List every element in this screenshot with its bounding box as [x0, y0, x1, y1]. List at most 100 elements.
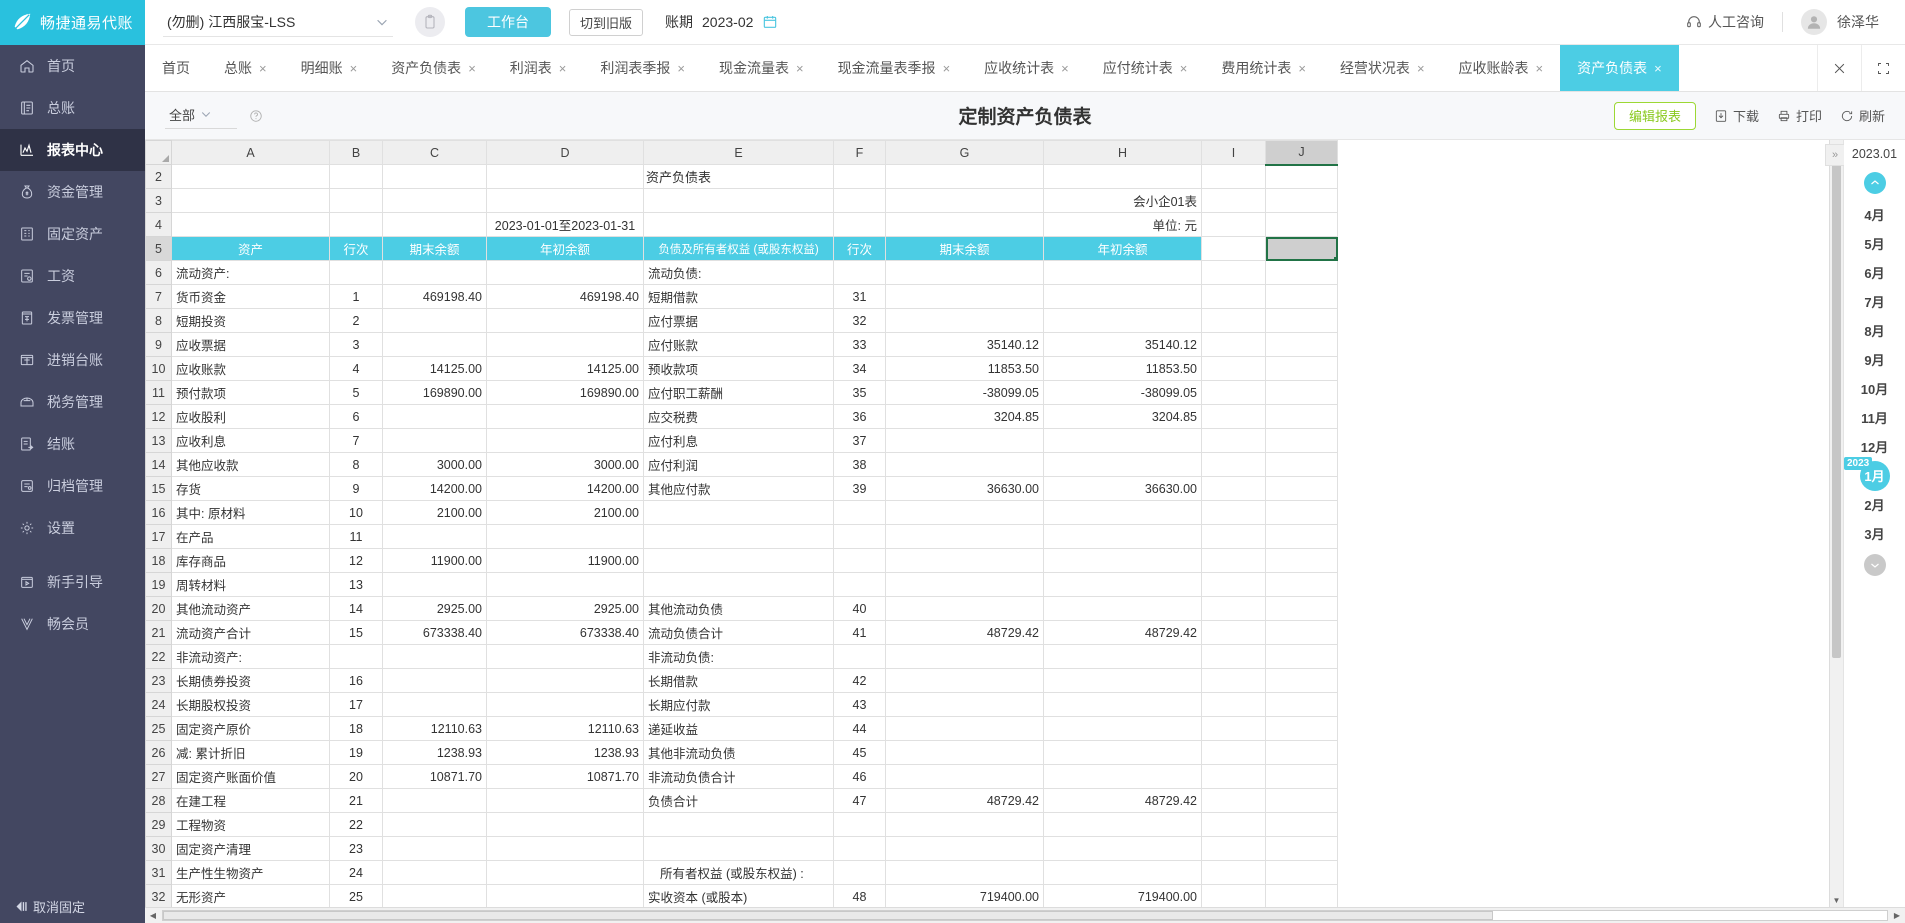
- cell-B11[interactable]: 5: [329, 380, 383, 405]
- cell-D20[interactable]: 2925.00: [486, 596, 644, 621]
- row-header[interactable]: 2: [145, 164, 172, 189]
- chevron-up-icon[interactable]: [1863, 172, 1886, 194]
- cell-G13[interactable]: [885, 428, 1044, 453]
- cell-I19[interactable]: [1201, 572, 1266, 597]
- cell-F2[interactable]: [833, 164, 886, 189]
- cell-H32[interactable]: 719400.00: [1043, 884, 1202, 907]
- cell-E22[interactable]: 非流动负债:: [643, 644, 834, 669]
- cell-C27[interactable]: 10871.70: [382, 764, 487, 789]
- cell-A24[interactable]: 长期股权投资: [171, 692, 330, 717]
- cell-H7[interactable]: [1043, 284, 1202, 309]
- cell-D13[interactable]: [486, 428, 644, 453]
- header-cell-assets[interactable]: 资产: [171, 236, 330, 261]
- cell-F31[interactable]: [833, 860, 886, 885]
- cell-E7[interactable]: 短期借款: [643, 284, 834, 309]
- cell-B22[interactable]: [329, 644, 383, 669]
- cell-B10[interactable]: 4: [329, 356, 383, 381]
- scroll-right-arrow-icon[interactable]: ▶: [1893, 911, 1901, 920]
- column-header-C[interactable]: C: [382, 140, 487, 165]
- cell-G20[interactable]: [885, 596, 1044, 621]
- fullscreen-button[interactable]: [1861, 45, 1905, 91]
- sidebar-item-beginner-guide[interactable]: 新手引导: [0, 561, 145, 603]
- cell-J22[interactable]: [1265, 644, 1338, 669]
- cell-F28[interactable]: 47: [833, 788, 886, 813]
- cell-E23[interactable]: 长期借款: [643, 668, 834, 693]
- cell-I30[interactable]: [1201, 836, 1266, 861]
- edit-report-button[interactable]: 编辑报表: [1613, 101, 1696, 130]
- cell-H15[interactable]: 36630.00: [1043, 476, 1202, 501]
- row-header[interactable]: 24: [145, 692, 172, 717]
- month-item-5[interactable]: 5月: [1844, 229, 1905, 258]
- cell-D6[interactable]: [486, 260, 644, 285]
- table-row[interactable]: 30 固定资产清理 23: [145, 836, 1338, 861]
- cell-C22[interactable]: [382, 644, 487, 669]
- cell-H31[interactable]: [1043, 860, 1202, 885]
- cell-E20[interactable]: 其他流动负债: [643, 596, 834, 621]
- cell-F13[interactable]: 37: [833, 428, 886, 453]
- cell-A26[interactable]: 减: 累计折旧: [171, 740, 330, 765]
- row-header[interactable]: 13: [145, 428, 172, 453]
- row-header[interactable]: 12: [145, 404, 172, 429]
- cell-C12[interactable]: [382, 404, 487, 429]
- row-header[interactable]: 9: [145, 332, 172, 357]
- cell-E31[interactable]: 所有者权益 (或股东权益) :: [643, 860, 834, 885]
- close-icon[interactable]: ×: [349, 60, 358, 76]
- cell-G16[interactable]: [885, 500, 1044, 525]
- row-header[interactable]: 4: [145, 212, 172, 237]
- cell-D10[interactable]: 14125.00: [486, 356, 644, 381]
- cell-D8[interactable]: [486, 308, 644, 333]
- table-row[interactable]: 18 库存商品 12 11900.00 11900.00: [145, 548, 1338, 573]
- cell-E30[interactable]: [643, 836, 834, 861]
- month-item-7[interactable]: 7月: [1844, 287, 1905, 316]
- row-header[interactable]: 30: [145, 836, 172, 861]
- cell-I29[interactable]: [1201, 812, 1266, 837]
- sidebar-item-tax-management[interactable]: 税务管理: [0, 381, 145, 423]
- cell-G19[interactable]: [885, 572, 1044, 597]
- cell-C10[interactable]: 14125.00: [382, 356, 487, 381]
- cell-E10[interactable]: 预收款项: [643, 356, 834, 381]
- cell-B23[interactable]: 16: [329, 668, 383, 693]
- cell-D27[interactable]: 10871.70: [486, 764, 644, 789]
- cell-A8[interactable]: 短期投资: [171, 308, 330, 333]
- cell-E12[interactable]: 应交税费: [643, 404, 834, 429]
- cell-B17[interactable]: 11: [329, 524, 383, 549]
- sidebar-item-archive-management[interactable]: 归档管理: [0, 465, 145, 507]
- table-row[interactable]: 16 其中: 原材料 10 2100.00 2100.00: [145, 500, 1338, 525]
- cell-A27[interactable]: 固定资产账面价值: [171, 764, 330, 789]
- cell-C13[interactable]: [382, 428, 487, 453]
- chevron-double-right-icon[interactable]: »: [1825, 144, 1844, 166]
- scrollbar-thumb[interactable]: [1832, 158, 1841, 658]
- cell-C16[interactable]: 2100.00: [382, 500, 487, 525]
- month-item-11[interactable]: 11月: [1844, 403, 1905, 432]
- row-header[interactable]: 17: [145, 524, 172, 549]
- cell-A22[interactable]: 非流动资产:: [171, 644, 330, 669]
- cell-A21[interactable]: 流动资产合计: [171, 620, 330, 645]
- table-row[interactable]: 23 长期债券投资 16 长期借款 42: [145, 668, 1338, 693]
- cell-A17[interactable]: 在产品: [171, 524, 330, 549]
- cell-D4[interactable]: 2023-01-01至2023-01-31: [486, 212, 644, 237]
- cell-I18[interactable]: [1201, 548, 1266, 573]
- cell-C24[interactable]: [382, 692, 487, 717]
- cell-D15[interactable]: 14200.00: [486, 476, 644, 501]
- cell-E14[interactable]: 应付利润: [643, 452, 834, 477]
- cell-A9[interactable]: 应收票据: [171, 332, 330, 357]
- cell-E28[interactable]: 负债合计: [643, 788, 834, 813]
- cell-H19[interactable]: [1043, 572, 1202, 597]
- cell-D23[interactable]: [486, 668, 644, 693]
- row-header[interactable]: 11: [145, 380, 172, 405]
- cell-A7[interactable]: 货币资金: [171, 284, 330, 309]
- cell-E2[interactable]: 资产负债表: [643, 164, 834, 189]
- cell-J6[interactable]: [1265, 260, 1338, 285]
- cell-G25[interactable]: [885, 716, 1044, 741]
- cell-J2[interactable]: [1265, 164, 1338, 189]
- cell-C32[interactable]: [382, 884, 487, 907]
- cell-H6[interactable]: [1043, 260, 1202, 285]
- cell-C20[interactable]: 2925.00: [382, 596, 487, 621]
- cell-C3[interactable]: [382, 188, 487, 213]
- cell-G26[interactable]: [885, 740, 1044, 765]
- cell-E27[interactable]: 非流动负债合计: [643, 764, 834, 789]
- cell-D11[interactable]: 169890.00: [486, 380, 644, 405]
- company-selector[interactable]: (勿删) 江西服宝-LSS: [163, 7, 393, 37]
- cell-A25[interactable]: 固定资产原价: [171, 716, 330, 741]
- cell-I2[interactable]: [1201, 164, 1266, 189]
